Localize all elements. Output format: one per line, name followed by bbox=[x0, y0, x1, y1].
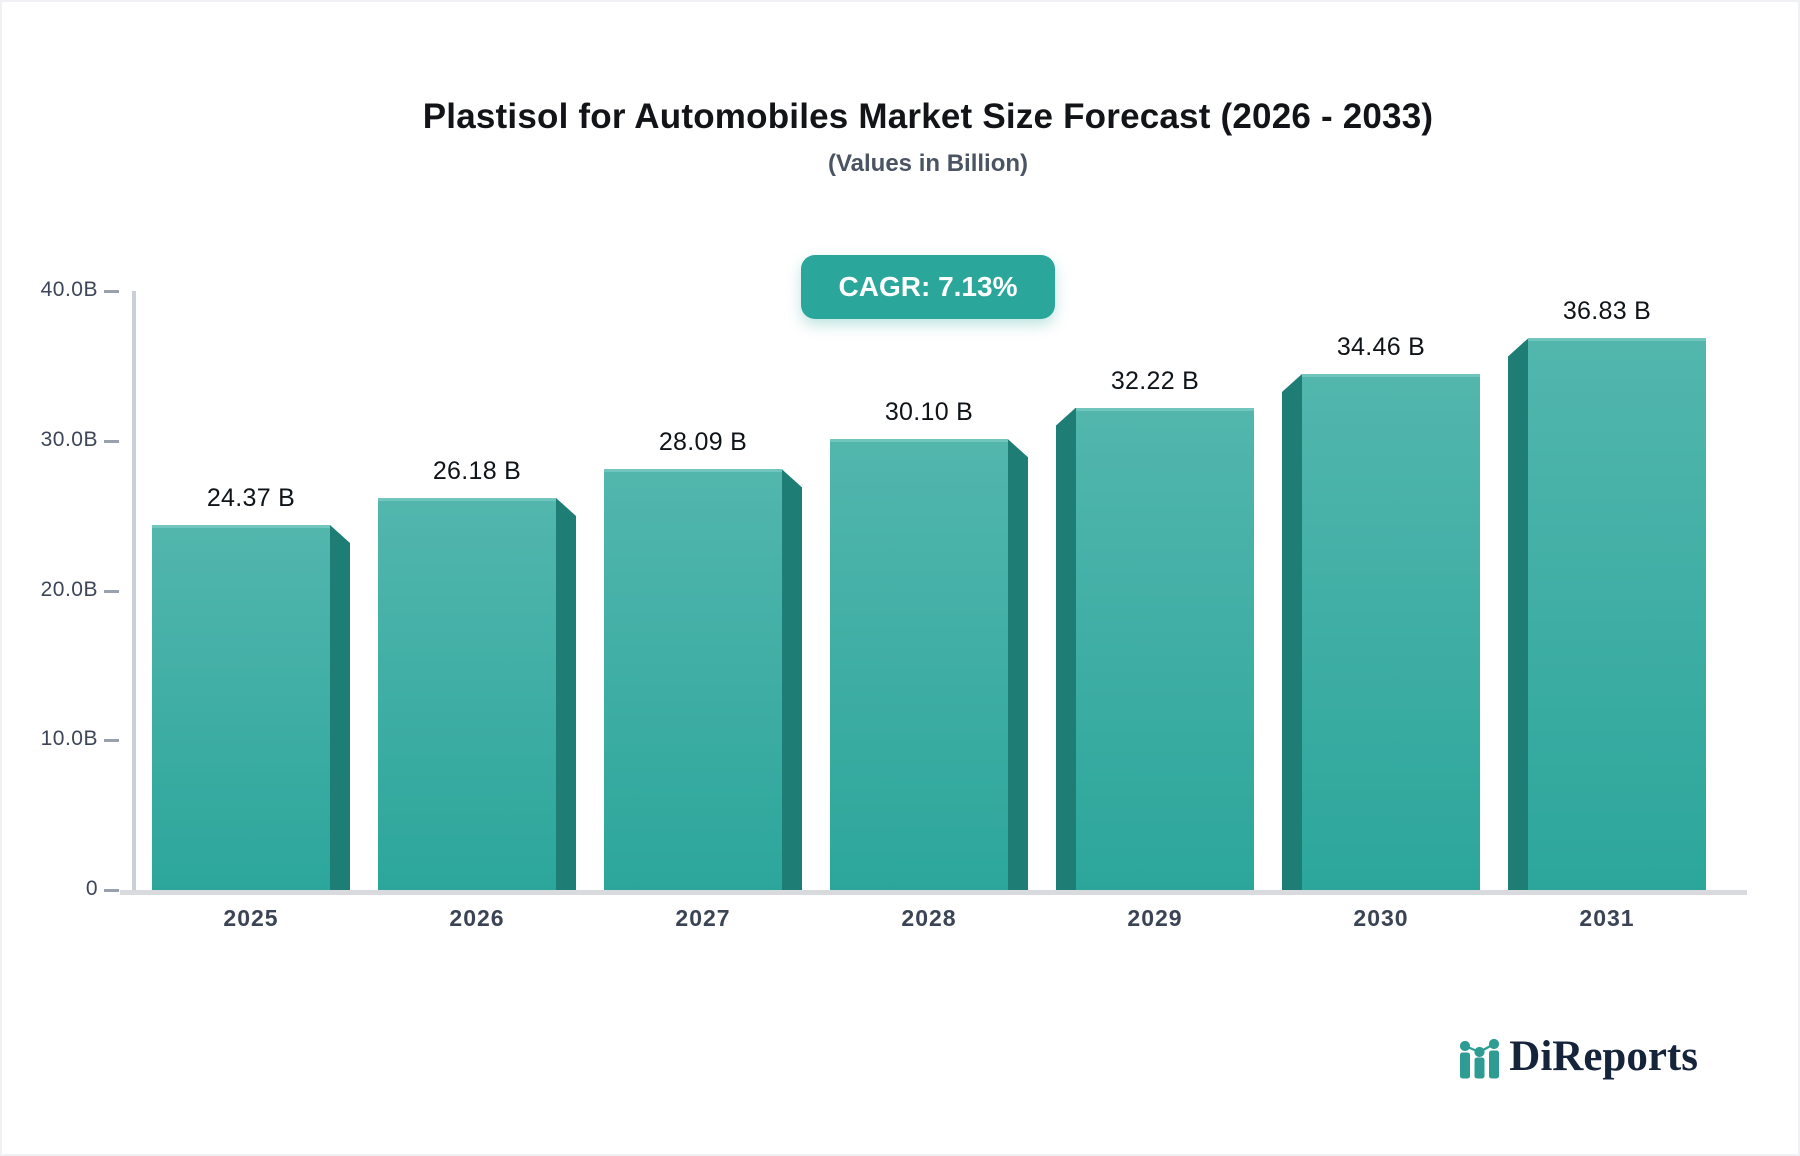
bar-value-label: 30.10 B bbox=[884, 398, 974, 427]
bar-value-label: 28.09 B bbox=[658, 428, 748, 457]
brand-logo-text: DiReports bbox=[1509, 1033, 1698, 1080]
bar-side-2026 bbox=[556, 497, 576, 890]
x-axis-label: 2028 bbox=[901, 905, 957, 931]
x-axis-label: 2030 bbox=[1353, 905, 1409, 931]
bar-2027 bbox=[604, 469, 782, 890]
bar-value-label: 24.37 B bbox=[206, 484, 296, 513]
y-axis-tick bbox=[104, 589, 119, 593]
bar-2028 bbox=[830, 439, 1008, 890]
y-axis-tick bbox=[104, 739, 119, 743]
bar-value-label: 32.22 B bbox=[1110, 366, 1200, 395]
bar-2025 bbox=[152, 525, 330, 890]
x-axis-line bbox=[120, 890, 1747, 895]
bar-value-label: 26.18 B bbox=[432, 456, 522, 485]
y-axis-tick bbox=[104, 439, 119, 443]
bar-side-2031 bbox=[1508, 338, 1528, 890]
y-axis-label: 30.0B bbox=[40, 427, 98, 451]
cagr-badge-row: CAGR: 7.13% bbox=[58, 255, 1798, 319]
x-axis-label: 2029 bbox=[1127, 905, 1183, 931]
y-axis-tick bbox=[104, 889, 119, 892]
y-axis-label: 20.0B bbox=[40, 577, 98, 601]
bar-2026 bbox=[378, 497, 556, 890]
bar-value-label: 34.46 B bbox=[1336, 332, 1426, 361]
brand-chart-icon bbox=[1460, 1038, 1500, 1078]
bar-2029 bbox=[1076, 407, 1254, 890]
bar-2030 bbox=[1302, 373, 1480, 890]
bar-side-2029 bbox=[1056, 407, 1076, 890]
bar-side-2025 bbox=[330, 525, 350, 890]
cagr-badge: CAGR: 7.13% bbox=[800, 255, 1056, 319]
bar-value-label: 36.83 B bbox=[1562, 297, 1652, 326]
bar-side-2030 bbox=[1282, 373, 1302, 890]
brand-logo: DiReports bbox=[1459, 1032, 1698, 1081]
y-axis-line bbox=[132, 291, 136, 894]
x-axis-label: 2025 bbox=[223, 905, 279, 931]
y-axis-tick bbox=[104, 290, 119, 293]
x-axis-label: 2026 bbox=[449, 905, 505, 931]
chart-subtitle: (Values in Billion) bbox=[827, 150, 1029, 177]
y-axis-label: 40.0B bbox=[40, 278, 98, 301]
bar-side-2028 bbox=[1008, 439, 1028, 890]
bar-side-2027 bbox=[782, 469, 802, 890]
y-axis-label: 0 bbox=[85, 877, 98, 900]
x-axis-label: 2027 bbox=[675, 905, 731, 931]
bar-2031 bbox=[1528, 338, 1706, 890]
y-axis-label: 10.0B bbox=[40, 727, 98, 751]
x-axis-label: 2031 bbox=[1579, 905, 1635, 931]
chart-title: Plastisol for Automobiles Market Size Fo… bbox=[422, 97, 1434, 136]
